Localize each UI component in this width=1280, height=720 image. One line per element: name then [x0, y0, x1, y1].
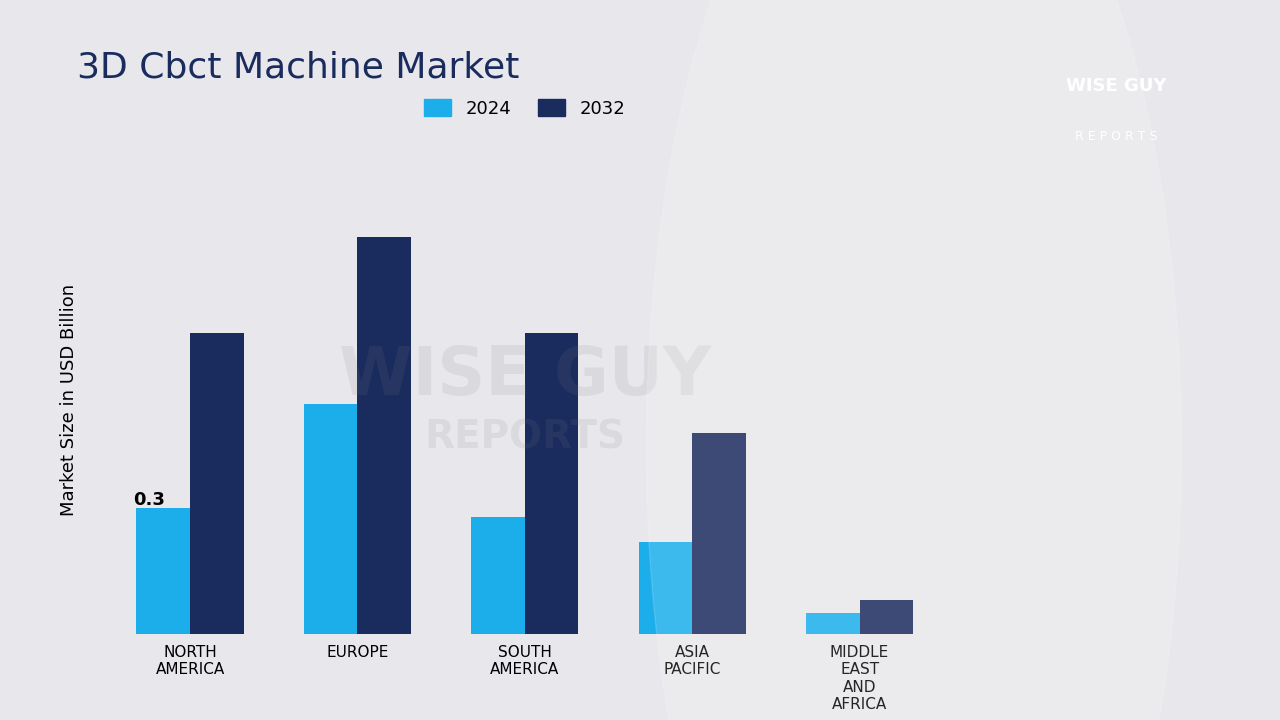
Bar — [137, 508, 189, 634]
Legend: 2024, 2032: 2024, 2032 — [415, 91, 635, 127]
Bar — [471, 517, 525, 634]
Text: WISE GUY: WISE GUY — [1066, 77, 1167, 95]
Text: WISE GUY: WISE GUY — [339, 343, 710, 409]
Text: REPORTS: REPORTS — [424, 418, 626, 456]
Bar — [525, 333, 579, 634]
Y-axis label: Market Size in USD Billion: Market Size in USD Billion — [60, 284, 78, 516]
Text: 3D Cbct Machine Market: 3D Cbct Machine Market — [77, 50, 520, 84]
Bar — [860, 600, 913, 634]
Bar — [806, 613, 860, 634]
Bar — [692, 433, 746, 634]
Bar — [189, 333, 243, 634]
Text: 0.3: 0.3 — [133, 492, 165, 510]
Bar — [357, 237, 411, 634]
Circle shape — [646, 0, 1181, 720]
Bar — [303, 404, 357, 634]
Text: R E P O R T S: R E P O R T S — [1075, 130, 1158, 143]
Bar — [639, 541, 692, 634]
